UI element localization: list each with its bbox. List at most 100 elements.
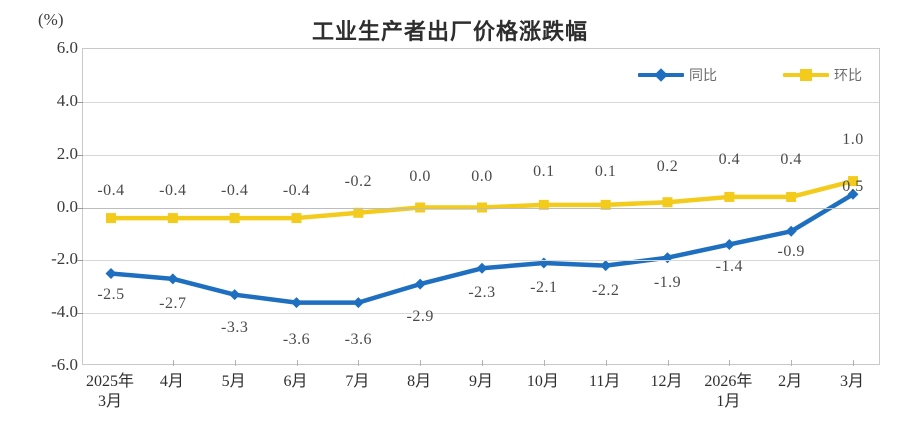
data-label: 0.4: [780, 150, 802, 168]
x-tick-mark: [667, 360, 669, 366]
x-tick-label: 12月: [650, 372, 682, 392]
data-point-marker: [723, 238, 735, 250]
data-label: -2.9: [406, 308, 434, 326]
legend-marker-icon: [654, 68, 668, 82]
y-tick-label: 6.0: [56, 38, 78, 57]
x-tick-mark: [420, 360, 422, 366]
data-label: -1.9: [653, 273, 682, 291]
y-tick-label: -4.0: [51, 302, 78, 322]
x-tick-mark: [605, 360, 607, 366]
x-tick-label-line: 4月: [159, 373, 184, 390]
x-tick-label-line: 2025年: [85, 373, 135, 390]
data-label: 0.4: [718, 150, 741, 168]
data-label: -3.6: [344, 330, 372, 348]
data-point-marker: [785, 225, 797, 237]
legend-marker-icon: [800, 69, 812, 81]
legend-label: 环比: [834, 67, 862, 83]
data-point-marker: [229, 289, 241, 301]
data-label: -3.3: [220, 318, 249, 336]
y-tick-label: 0.0: [56, 196, 78, 216]
x-tick-label-line: 3月: [97, 393, 123, 410]
data-point-marker: [105, 268, 117, 280]
data-label: -3.6: [282, 330, 311, 348]
y-tick-mark: [77, 207, 83, 209]
legend-line-swatch: [638, 68, 684, 82]
x-tick-label-line: 12月: [650, 373, 683, 390]
y-tick-mark: [77, 313, 83, 315]
x-tick-mark: [729, 360, 731, 366]
data-label: -1.4: [715, 258, 743, 276]
x-tick-mark: [543, 360, 545, 366]
x-tick-label: 8月: [407, 372, 431, 392]
data-point-marker: [291, 213, 302, 224]
data-label: -0.4: [159, 182, 187, 200]
data-point-marker: [600, 260, 612, 272]
x-tick-label: 5月: [222, 372, 246, 392]
x-tick-mark: [358, 360, 360, 366]
y-tick-label: -2.0: [51, 249, 78, 269]
data-label: -2.1: [530, 278, 558, 296]
y-tick-label: -6.0: [51, 355, 78, 374]
data-label: -0.4: [282, 182, 311, 200]
y-tick-mark: [77, 260, 83, 262]
data-point-marker: [786, 191, 797, 202]
x-tick-label: 10月: [527, 372, 559, 392]
zero-gridline: [83, 207, 879, 209]
x-tick-label: 7月: [345, 372, 369, 392]
data-point-marker: [229, 213, 240, 224]
data-point-marker: [106, 213, 116, 224]
gridline: [83, 260, 879, 262]
y-axis-tick-labels: 6.0 4.0 2.0 0.0 -2.0 -4.0 -6.0: [18, 39, 78, 373]
data-point-marker: [414, 278, 426, 290]
data-label: 0.0: [409, 167, 431, 185]
x-tick-mark: [172, 360, 174, 366]
x-tick-label-line: 7月: [345, 373, 370, 390]
x-tick-label: 2026年 1月: [704, 372, 752, 412]
y-tick-label: 4.0: [56, 90, 78, 110]
data-point-marker: [662, 197, 673, 208]
data-point-marker: [291, 297, 302, 309]
x-tick-label-line: 8月: [407, 373, 432, 390]
gridline: [83, 101, 879, 103]
x-tick-label: 2025年 3月: [86, 372, 134, 412]
data-point-marker: [847, 188, 859, 200]
data-point-marker: [848, 176, 858, 187]
x-tick-label: 6月: [283, 372, 307, 392]
data-point-marker: [724, 191, 735, 202]
data-label: 0.1: [533, 162, 555, 180]
data-point-marker: [353, 207, 364, 218]
x-tick-mark: [296, 360, 298, 366]
x-tick-mark: [482, 360, 483, 366]
data-label: -2.7: [159, 294, 187, 312]
x-tick-label: 2月: [778, 372, 802, 392]
gridline: [83, 154, 879, 156]
data-label: -0.2: [344, 172, 372, 190]
x-tick-label-line: 3月: [839, 373, 865, 390]
x-tick-label-line: 10月: [526, 373, 559, 390]
data-label: -2.5: [97, 285, 125, 303]
data-point-marker: [538, 199, 549, 210]
legend-item-huanbi[interactable]: 环比: [783, 65, 862, 85]
legend-item-tongbi[interactable]: 同比: [638, 65, 717, 85]
x-tick-label-line: 1月: [716, 393, 741, 410]
chart-title: 工业生产者出厂价格涨跌幅: [311, 19, 588, 44]
x-tick-label-line: 6月: [283, 373, 308, 390]
x-tick-label-line: 11月: [588, 373, 621, 390]
legend-line-swatch: [783, 69, 829, 81]
plot-area: 同比 环比 -2.5 -2.7 -3.3 -3.6 -3.6 -2.9 -2.3 -2.1 -2.…: [77, 48, 880, 366]
x-tick-label: 11月: [589, 372, 620, 392]
data-label: 0.1: [594, 162, 617, 180]
data-label: -0.4: [97, 182, 125, 200]
data-label: -2.2: [591, 281, 620, 299]
data-point-marker: [167, 213, 178, 224]
x-tick-label: 3月: [840, 372, 864, 392]
x-tick-label-line: 5月: [221, 373, 246, 390]
data-point-marker: [352, 297, 364, 309]
data-label: 0.0: [471, 167, 493, 185]
data-label: 0.2: [656, 158, 679, 176]
data-label: 1.0: [842, 131, 864, 149]
y-tick-label: 2.0: [56, 143, 78, 163]
x-tick-label-line: 2月: [778, 373, 803, 390]
data-point-marker: [662, 252, 673, 264]
